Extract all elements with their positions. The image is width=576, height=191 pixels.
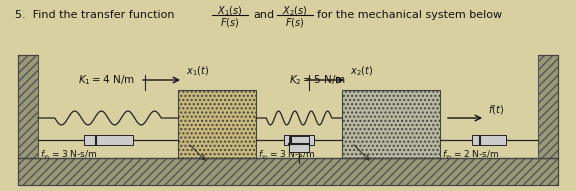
Text: $K_2 = 5$ N/m: $K_2 = 5$ N/m	[289, 73, 346, 87]
Bar	[538, 55, 558, 158]
Text: $M_2 = 2$ kg: $M_2 = 2$ kg	[366, 114, 416, 128]
Text: $F(s)$: $F(s)$	[285, 16, 305, 29]
Bar	[18, 158, 558, 185]
Text: $f_{v_3} = 2$ N-s/m: $f_{v_3} = 2$ N-s/m	[442, 148, 499, 162]
Text: $f(t)$: $f(t)$	[488, 103, 504, 116]
Bar	[178, 90, 256, 158]
Bar	[289, 136, 309, 152]
Bar	[284, 135, 314, 145]
Bar	[84, 135, 132, 145]
Text: $F(s)$: $F(s)$	[220, 16, 240, 29]
Text: for the mechanical system below: for the mechanical system below	[317, 10, 502, 20]
Text: $f_{v_2} = 3$ N-s/m: $f_{v_2} = 3$ N-s/m	[258, 148, 316, 162]
Text: 5.  Find the transfer function: 5. Find the transfer function	[15, 10, 175, 20]
Text: $M_1 = 1$ kg: $M_1 = 1$ kg	[194, 114, 241, 128]
Bar	[342, 90, 440, 158]
Text: $f_{v_1} = 3$ N-s/m: $f_{v_1} = 3$ N-s/m	[40, 148, 97, 162]
Text: $x_1(t)$: $x_1(t)$	[186, 64, 209, 78]
Bar	[472, 135, 506, 145]
Bar	[18, 55, 38, 158]
Text: $X_2(s)$: $X_2(s)$	[282, 4, 308, 18]
Text: $X_1(s)$: $X_1(s)$	[217, 4, 242, 18]
Text: $x_2(t)$: $x_2(t)$	[350, 64, 373, 78]
Text: and: and	[253, 10, 274, 20]
Text: $K_1 = 4$ N/m: $K_1 = 4$ N/m	[78, 73, 135, 87]
